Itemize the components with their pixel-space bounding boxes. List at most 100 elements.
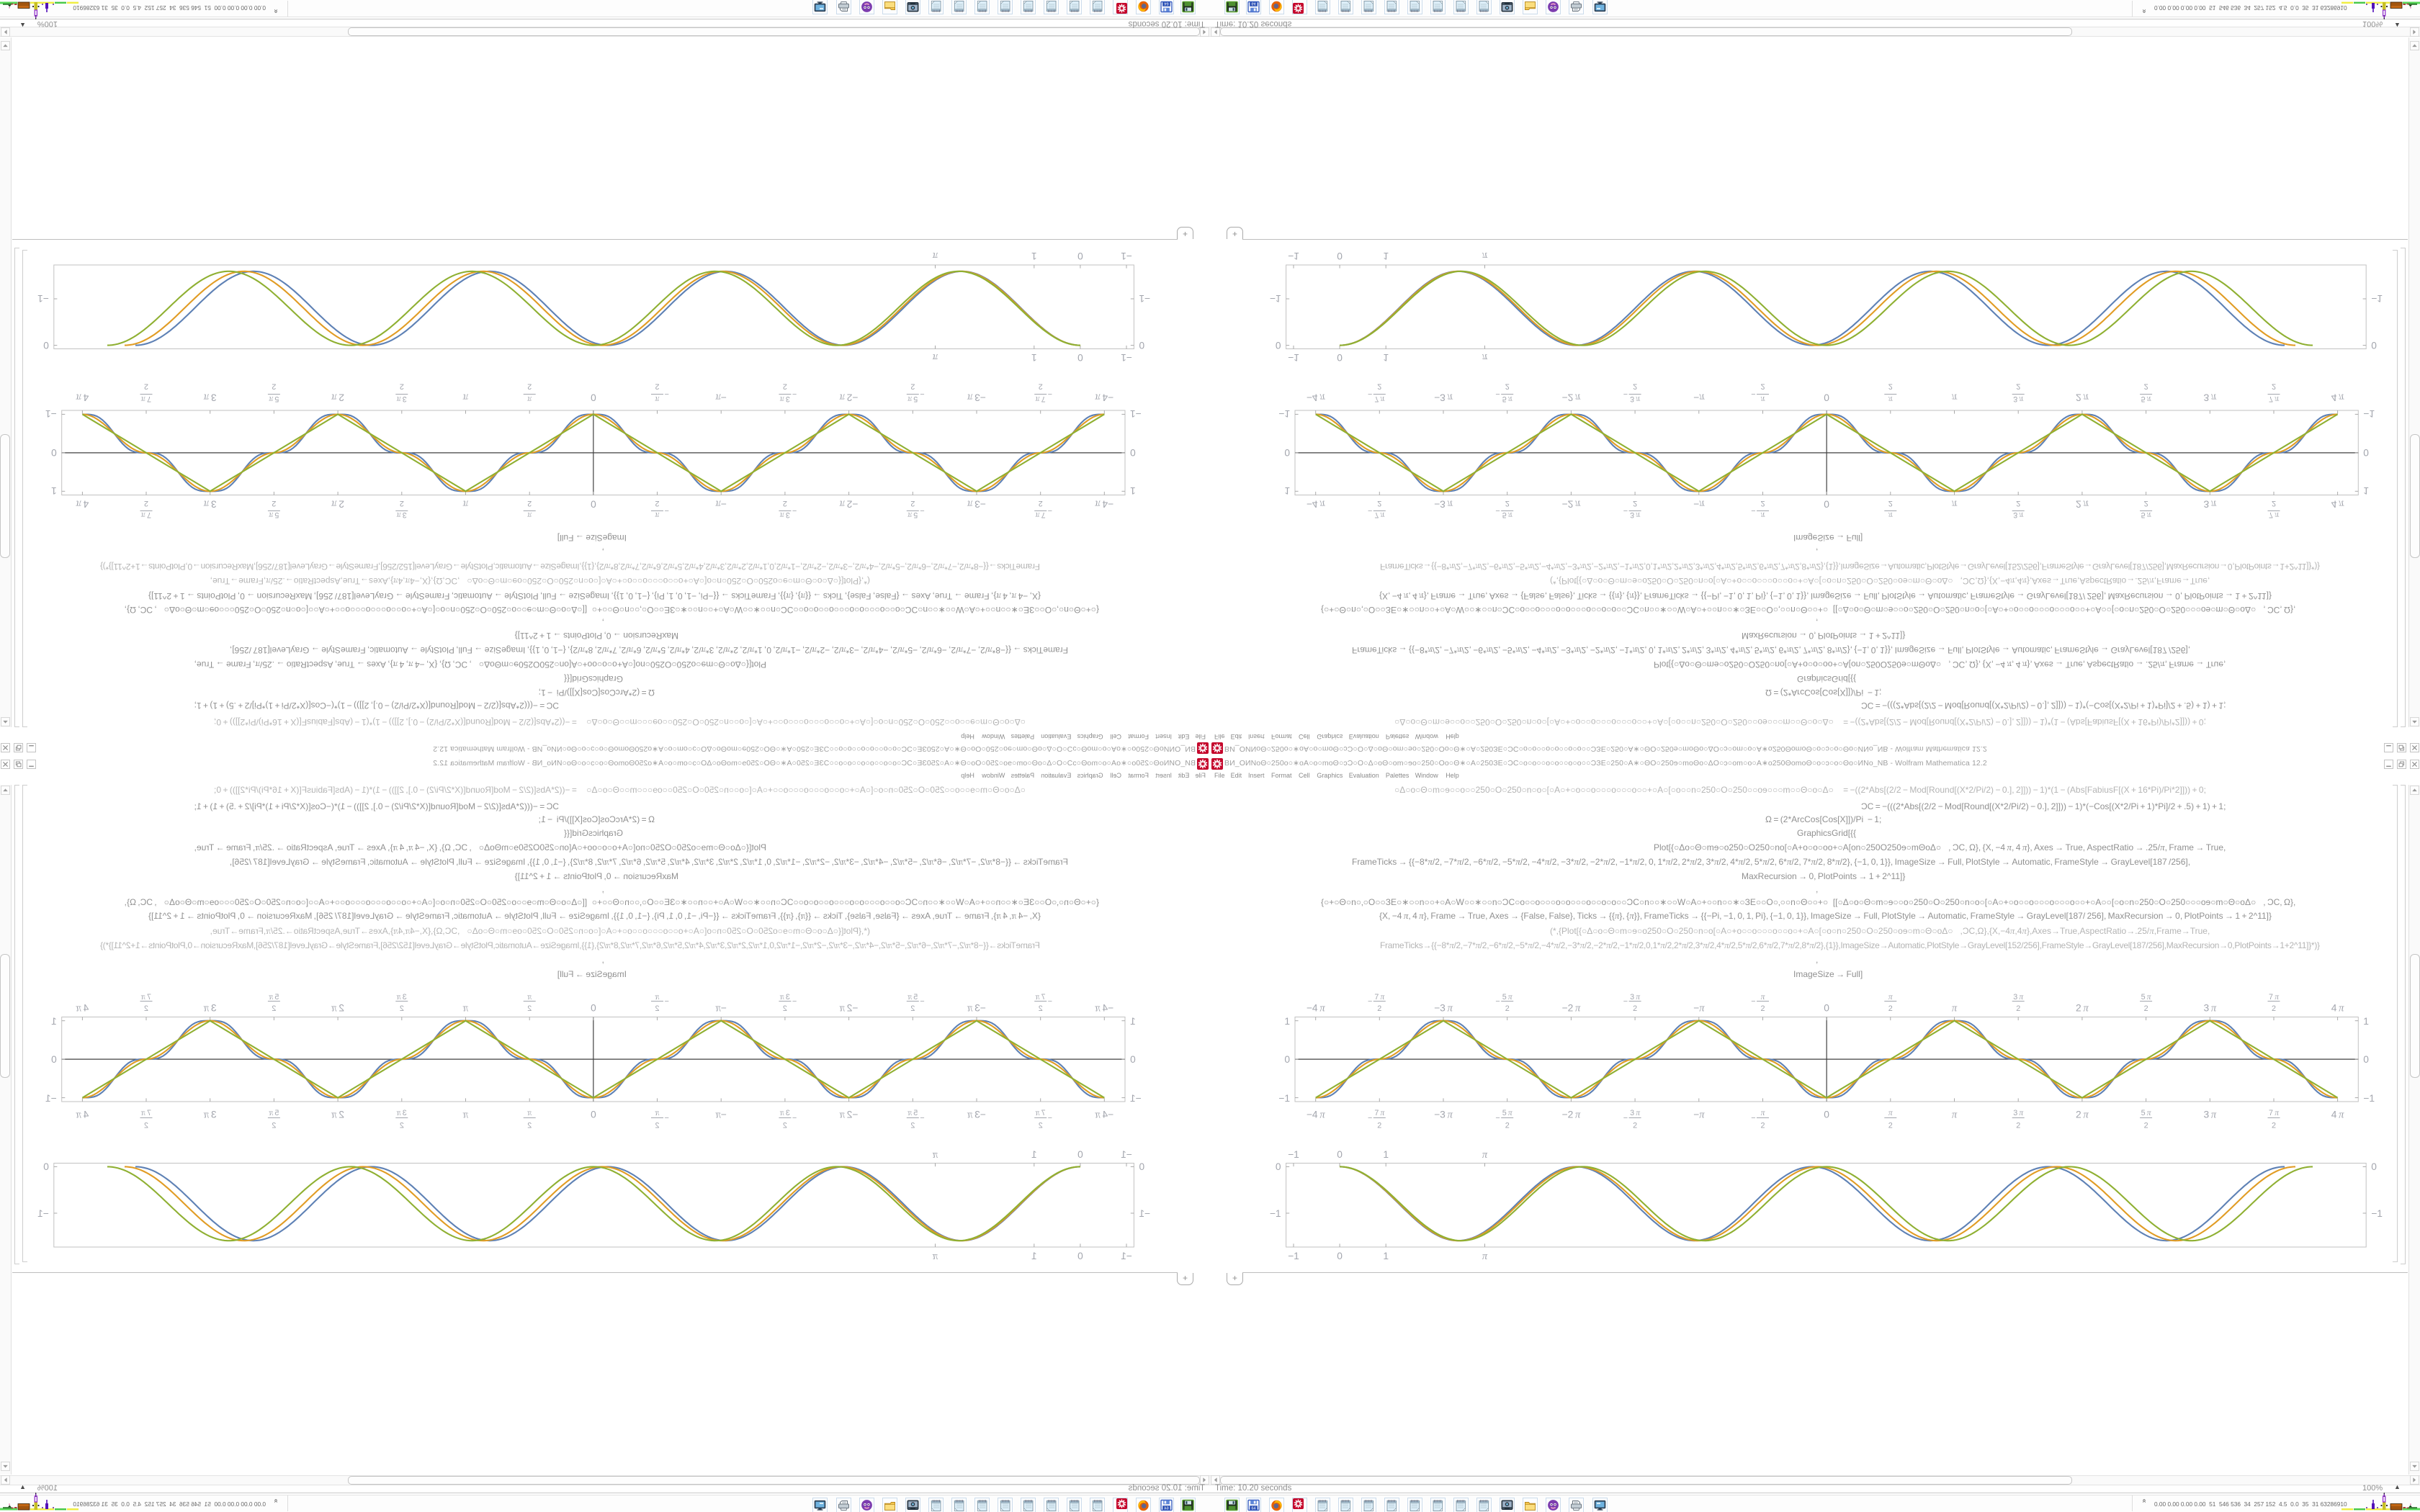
- svg-text:3 π: 3 π: [1630, 993, 1641, 1002]
- svg-text:3 π: 3 π: [396, 395, 407, 403]
- svg-text:−2 π: −2 π: [1562, 392, 1582, 403]
- svg-text:0: 0: [591, 499, 596, 510]
- svg-text:2: 2: [1039, 1122, 1043, 1130]
- svg-text:1: 1: [2363, 1016, 2369, 1027]
- svg-text:−1: −1: [1278, 408, 1290, 419]
- svg-text:−: −: [1751, 390, 1755, 398]
- svg-text:64: 64: [1164, 1, 1168, 6]
- svg-text:2: 2: [144, 499, 148, 508]
- svg-text:π: π: [1952, 392, 1958, 403]
- svg-text:2 π: 2 π: [331, 1003, 344, 1014]
- svg-text:2 π: 2 π: [331, 1110, 344, 1121]
- svg-text:π: π: [526, 395, 532, 403]
- svg-text:−: −: [1495, 1114, 1500, 1122]
- svg-text:5 π: 5 π: [1502, 993, 1513, 1002]
- svg-text:2: 2: [1888, 499, 1893, 508]
- svg-text:2: 2: [400, 382, 404, 391]
- svg-text:2: 2: [1377, 499, 1381, 508]
- svg-text:−3 π: −3 π: [967, 392, 986, 403]
- svg-text:π: π: [1482, 1251, 1488, 1262]
- svg-text:5 π: 5 π: [1502, 395, 1513, 403]
- svg-text:5 π: 5 π: [907, 1109, 918, 1117]
- svg-text:−1: −1: [1130, 408, 1142, 419]
- svg-text:π: π: [1888, 510, 1894, 519]
- svg-text:0: 0: [1284, 447, 1290, 458]
- svg-text:π: π: [1482, 351, 1488, 363]
- svg-text:3 π: 3 π: [2013, 1109, 2024, 1117]
- svg-text:2: 2: [144, 1004, 148, 1013]
- svg-text:4 π: 4 π: [76, 1003, 89, 1014]
- svg-text:−: −: [920, 506, 924, 515]
- svg-text:2: 2: [2144, 1004, 2148, 1013]
- svg-text:5 π: 5 π: [907, 395, 918, 403]
- svg-text:2: 2: [783, 1004, 787, 1013]
- svg-text:2: 2: [2016, 499, 2020, 508]
- svg-text:−3 π: −3 π: [967, 1110, 986, 1121]
- svg-text:−: −: [920, 390, 924, 398]
- svg-text:2 π: 2 π: [331, 498, 344, 510]
- svg-text:−2 π: −2 π: [839, 392, 859, 403]
- svg-text:0: 0: [1139, 340, 1144, 351]
- svg-text:2: 2: [1377, 382, 1381, 391]
- svg-text:−2 π: −2 π: [839, 1110, 859, 1121]
- svg-text:1: 1: [1284, 1016, 1290, 1027]
- svg-text:1: 1: [51, 485, 57, 496]
- svg-text:2 π: 2 π: [2076, 1003, 2089, 1014]
- svg-text:2: 2: [1377, 1122, 1381, 1130]
- svg-text:0: 0: [1337, 1251, 1343, 1261]
- svg-text:−4 π: −4 π: [1307, 498, 1326, 510]
- svg-text:−2 π: −2 π: [839, 498, 859, 510]
- svg-text:0: 0: [1824, 1110, 1829, 1120]
- svg-text:π: π: [1761, 1109, 1766, 1117]
- svg-text:3 π: 3 π: [396, 510, 407, 519]
- svg-text:2: 2: [655, 499, 659, 508]
- svg-text:1: 1: [1383, 251, 1389, 261]
- svg-text:−: −: [1048, 390, 1052, 398]
- svg-text:−1: −1: [37, 293, 49, 304]
- svg-text:−: −: [1623, 997, 1628, 1006]
- svg-text:−2 π: −2 π: [1562, 498, 1582, 510]
- svg-text:0: 0: [591, 1003, 596, 1014]
- svg-text:π: π: [526, 993, 532, 1002]
- svg-text:2: 2: [272, 1122, 276, 1130]
- svg-text:5 π: 5 π: [907, 993, 918, 1002]
- svg-text:−π: −π: [715, 392, 727, 403]
- svg-text:2: 2: [2016, 1122, 2020, 1130]
- svg-text:0: 0: [591, 392, 596, 403]
- svg-text:−3 π: −3 π: [1434, 498, 1453, 510]
- svg-text:−1: −1: [1121, 352, 1132, 363]
- svg-text:2: 2: [655, 1122, 659, 1130]
- svg-text:3 π: 3 π: [203, 1003, 216, 1014]
- svg-text:2: 2: [144, 382, 148, 391]
- svg-text:3 π: 3 π: [2203, 1003, 2216, 1014]
- svg-text:64: 64: [1251, 1506, 1255, 1511]
- svg-text:−3 π: −3 π: [1434, 392, 1453, 403]
- svg-text:7 π: 7 π: [1374, 1109, 1385, 1117]
- svg-text:−2 π: −2 π: [839, 1003, 859, 1014]
- svg-text:π: π: [1761, 993, 1766, 1002]
- svg-text:2 π: 2 π: [2076, 1110, 2089, 1121]
- svg-text:0: 0: [43, 1161, 49, 1172]
- svg-text:2: 2: [655, 382, 659, 391]
- svg-text:−π: −π: [1693, 498, 1705, 510]
- svg-text:0: 0: [1130, 447, 1136, 458]
- svg-text:0: 0: [51, 1054, 57, 1065]
- svg-text:2: 2: [783, 499, 787, 508]
- svg-text:2: 2: [272, 499, 276, 508]
- svg-text:−4 π: −4 π: [1095, 498, 1114, 510]
- svg-text:π: π: [462, 498, 468, 510]
- svg-text:3 π: 3 π: [779, 395, 790, 403]
- svg-text:0: 0: [1284, 1054, 1290, 1065]
- svg-text:−: −: [792, 997, 797, 1006]
- svg-text:0: 0: [2371, 1161, 2377, 1172]
- svg-text:π: π: [932, 250, 938, 261]
- svg-text:4 π: 4 π: [2331, 1003, 2344, 1014]
- svg-text:−4 π: −4 π: [1095, 1003, 1114, 1014]
- svg-text:−: −: [1368, 997, 1372, 1006]
- svg-text:7 π: 7 π: [1374, 510, 1385, 519]
- svg-text:−: −: [1048, 506, 1052, 515]
- svg-text:0: 0: [1276, 340, 1281, 351]
- svg-text:π: π: [932, 1251, 938, 1262]
- svg-text:−4 π: −4 π: [1307, 392, 1326, 403]
- svg-text:0: 0: [1077, 352, 1083, 363]
